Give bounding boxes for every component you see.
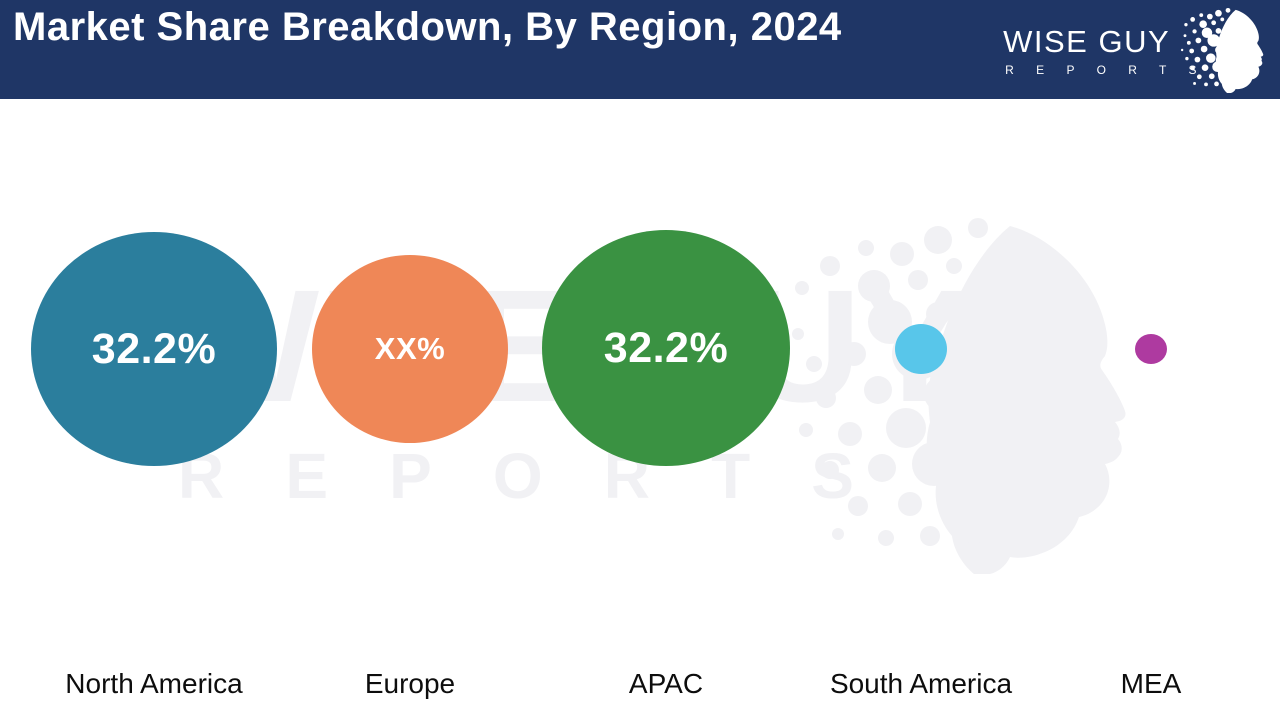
bubble-europe: XX% xyxy=(312,255,508,443)
watermark-head-icon xyxy=(781,218,1126,574)
bubble-south-america xyxy=(895,324,947,374)
region-label-north-america: North America xyxy=(65,668,243,699)
region-label-europe: Europe xyxy=(364,668,456,699)
watermark-letter: O xyxy=(492,440,543,512)
region-label-south-america: South America xyxy=(829,668,1013,699)
brand-wordmark-block: WISE GUY R E P O R T S xyxy=(1003,24,1206,77)
brand-subtext: R E P O R T S xyxy=(1005,62,1206,77)
bubble-value-north-america: 32.2% xyxy=(91,324,217,373)
bubble-apac: 32.2% xyxy=(542,230,790,466)
bubble-value-apac: 32.2% xyxy=(603,323,729,372)
region-label-apac: APAC xyxy=(628,668,704,699)
header-bar: Market Share Breakdown, By Region, 2024 … xyxy=(0,0,1280,99)
region-label-mea: MEA xyxy=(1120,668,1182,699)
bubble-mea xyxy=(1135,334,1167,364)
brand-logo: WISE GUY R E P O R T S xyxy=(1003,4,1276,96)
brand-wordmark: WISE GUY xyxy=(1003,23,1171,59)
bubble-north-america: 32.2% xyxy=(31,232,277,466)
watermark-letter: E xyxy=(285,440,328,512)
watermark-letter: P xyxy=(389,440,432,512)
bubble-value-europe: XX% xyxy=(374,331,446,366)
page-title: Market Share Breakdown, By Region, 2024 xyxy=(13,5,842,49)
